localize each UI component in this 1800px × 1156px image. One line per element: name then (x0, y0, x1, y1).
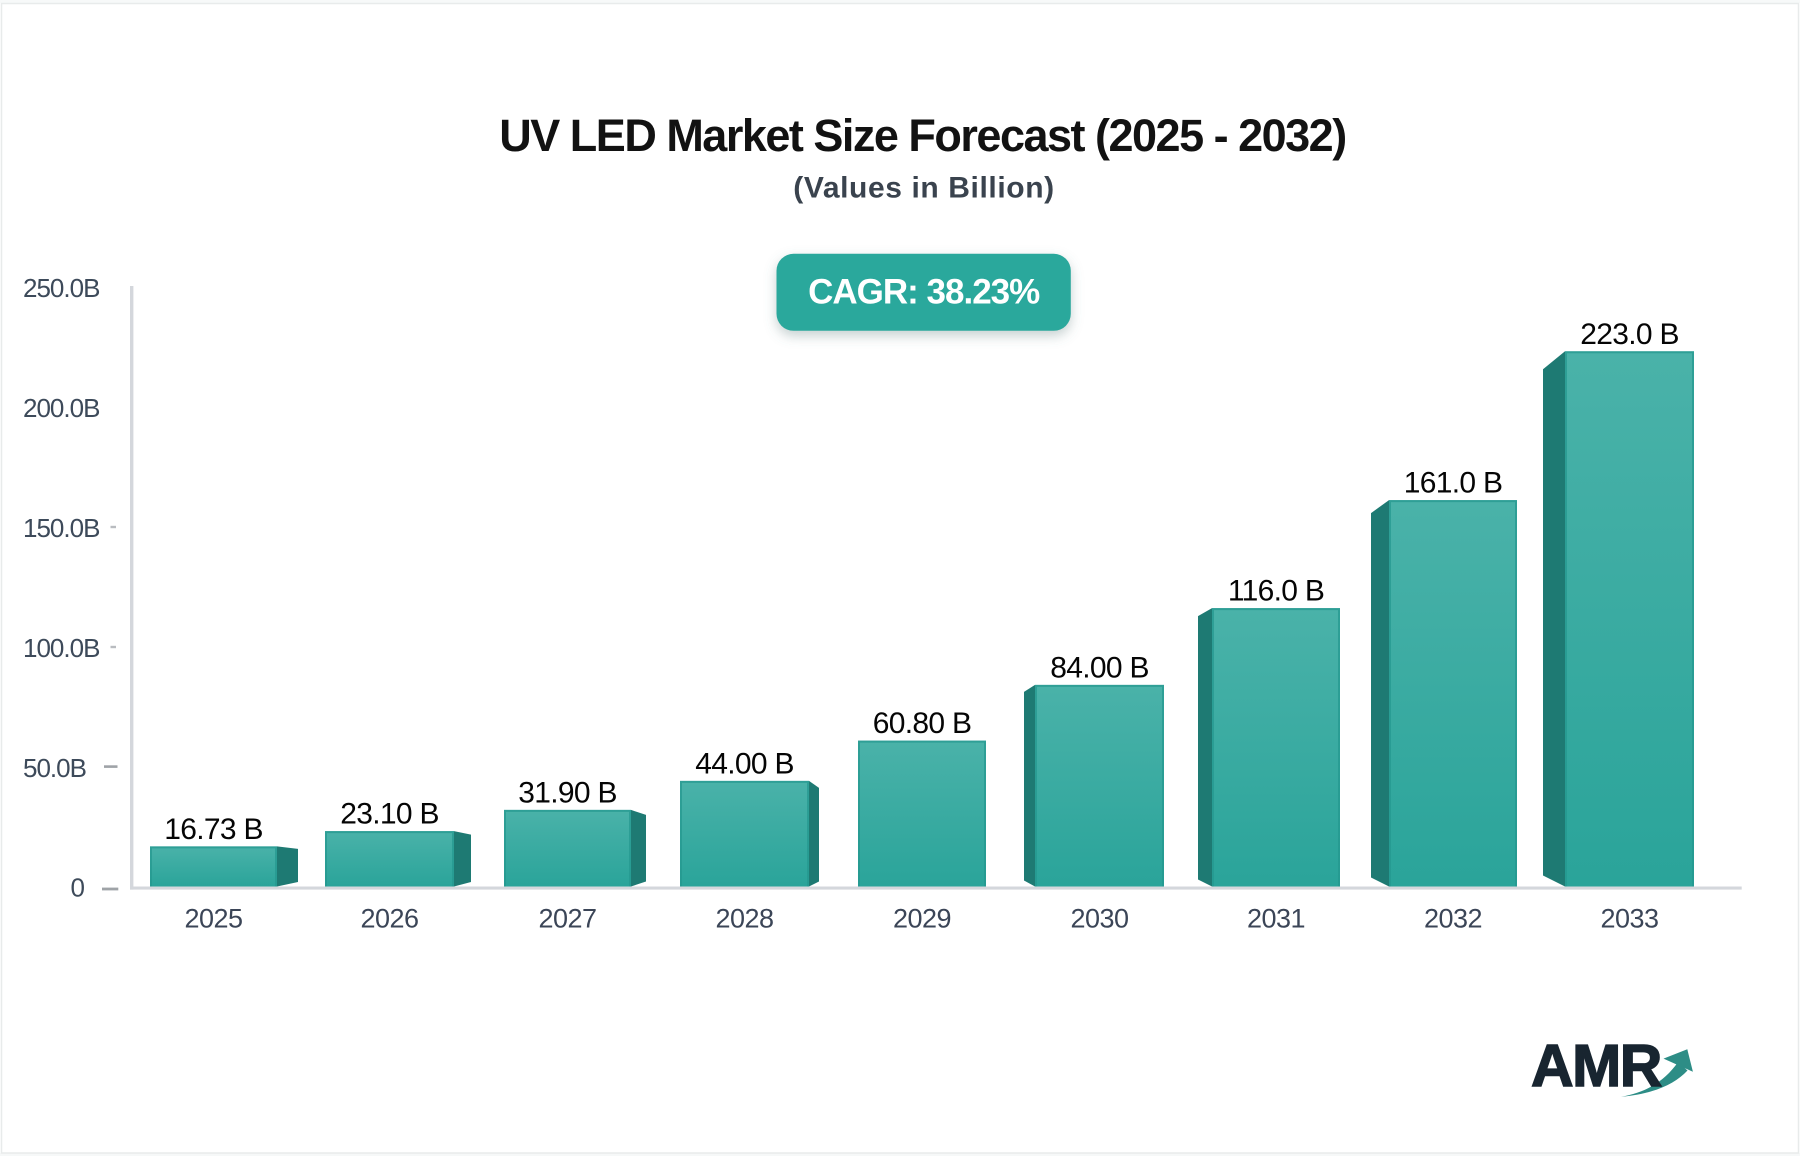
svg-text:AMR: AMR (1531, 1033, 1662, 1099)
svg-text:2030: 2030 (1070, 904, 1128, 934)
svg-text:150.0B: 150.0B (23, 513, 99, 543)
svg-text:2031: 2031 (1247, 904, 1305, 934)
svg-text:2025: 2025 (184, 904, 242, 934)
svg-text:60.80 B: 60.80 B (873, 707, 972, 740)
svg-text:250.0B: 250.0B (23, 273, 99, 303)
svg-text:200.0B: 200.0B (23, 393, 99, 423)
svg-text:23.10 B: 23.10 B (340, 798, 439, 831)
svg-text:223.0 B: 223.0 B (1580, 318, 1679, 351)
svg-text:2027: 2027 (538, 904, 596, 934)
svg-text:50.0B: 50.0B (23, 753, 86, 783)
svg-text:0: 0 (71, 872, 85, 902)
svg-text:31.90 B: 31.90 B (518, 776, 617, 809)
svg-text:161.0 B: 161.0 B (1404, 467, 1503, 500)
svg-text:84.00 B: 84.00 B (1050, 651, 1149, 684)
svg-text:CAGR: 38.23%: CAGR: 38.23% (808, 272, 1040, 311)
svg-text:2032: 2032 (1424, 904, 1482, 934)
svg-text:UV LED Market Size Forecast (2: UV LED Market Size Forecast (2025 - 2032… (499, 110, 1345, 161)
svg-text:44.00 B: 44.00 B (695, 747, 794, 780)
svg-text:2033: 2033 (1600, 904, 1658, 934)
svg-text:2026: 2026 (360, 904, 418, 934)
svg-text:16.73 B: 16.73 B (164, 813, 263, 846)
svg-text:2029: 2029 (893, 904, 951, 934)
svg-text:2028: 2028 (715, 904, 773, 934)
svg-text:116.0 B: 116.0 B (1228, 575, 1324, 608)
svg-text:100.0B: 100.0B (23, 633, 99, 663)
svg-text:(Values in Billion): (Values in Billion) (793, 171, 1054, 204)
